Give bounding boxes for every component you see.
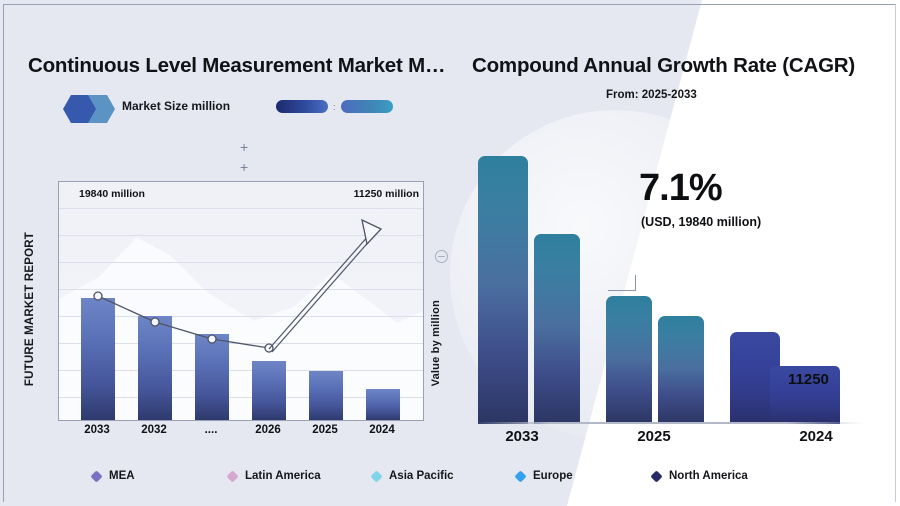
pill-swatch-secondary [340, 100, 393, 113]
cagr-value: 7.1% [639, 167, 723, 209]
right-chart-x-axis: 2033 2025 2024 [462, 428, 874, 450]
bar-2026[interactable] [252, 361, 286, 420]
legend-diamond-icon [226, 469, 239, 483]
right-chart-baseline [472, 422, 864, 424]
legend: MEA Latin America Asia Pacific Europe No… [0, 462, 900, 490]
r-x-tick-2024: 2024 [799, 428, 833, 445]
legend-item-mea[interactable]: MEA [90, 469, 135, 483]
rbar-data-label: 11250 [788, 371, 829, 388]
rbar-2025-forecast[interactable] [606, 296, 652, 424]
x-tick-2033: 2033 [84, 424, 110, 436]
gridline [59, 289, 423, 290]
legend-diamond-icon [514, 469, 527, 483]
legend-label: MEA [109, 470, 135, 482]
series-label: Market Size million [122, 99, 231, 113]
right-chart-plot-area [462, 148, 874, 424]
x-tick-2026: 2026 [255, 424, 281, 436]
overlapping-hexagons-logo [62, 92, 118, 126]
legend-diamond-icon [650, 469, 663, 483]
bar-2025[interactable] [309, 371, 343, 420]
pill-separator: : [333, 101, 336, 112]
gridline [59, 208, 423, 209]
plus-icon-2: + [240, 159, 249, 175]
left-chart-secondary-axis-title: Value by million [430, 300, 442, 387]
page-title-left: Continuous Level Measurement Market M… [28, 54, 446, 77]
plus-icon-1: + [240, 139, 249, 155]
legend-label: Asia Pacific [389, 470, 454, 482]
legend-label: North America [669, 470, 748, 482]
cagr-note: (USD, 19840 million) [641, 215, 762, 229]
rbar-2033-forecast[interactable] [478, 156, 528, 424]
x-tick-2024: 2024 [369, 424, 395, 436]
gridline [59, 370, 423, 371]
rbar-2024-base[interactable] [770, 366, 840, 424]
left-chart-annotation-end: 11250 million [353, 188, 419, 200]
bar-2032[interactable] [138, 316, 172, 420]
r-x-tick-2033: 2033 [505, 428, 539, 445]
gridline [59, 397, 423, 398]
trend-line-overlay [93, 218, 383, 353]
legend-label: Latin America [245, 470, 321, 482]
subtitle-date-range: From: 2025-2033 [606, 89, 697, 101]
legend-item-europe[interactable]: Europe [514, 469, 573, 483]
legend-diamond-icon [370, 469, 383, 483]
corner-bracket-mark [608, 275, 636, 291]
gridline [59, 316, 423, 317]
left-chart-x-axis: 2033 2032 .... 2026 2025 2024 [58, 424, 424, 444]
x-tick-mid: .... [204, 424, 218, 436]
legend-item-north-america[interactable]: North America [650, 469, 748, 483]
legend-item-asia-pacific[interactable]: Asia Pacific [370, 469, 454, 483]
gridline [59, 262, 423, 263]
left-chart-plot-area: 19840 million 11250 million [58, 181, 424, 421]
bar-2033[interactable] [81, 298, 115, 420]
legend-item-latin-america[interactable]: Latin America [226, 469, 321, 483]
pill-swatch-group: : [276, 100, 393, 113]
x-tick-2032: 2032 [141, 424, 167, 436]
page-title-right: Compound Annual Growth Rate (CAGR) [472, 54, 856, 77]
circle-minus-icon [435, 250, 448, 263]
left-chart-y-axis-title: FUTURE MARKET REPORT [24, 232, 36, 387]
legend-label: Europe [533, 470, 573, 482]
growth-arrow [268, 218, 383, 353]
bar-mid[interactable] [195, 334, 229, 420]
rbar-2033-base[interactable] [534, 234, 580, 424]
gridline [59, 235, 423, 236]
left-chart-bars [59, 182, 423, 420]
pill-swatch-primary [276, 100, 328, 113]
bar-2024[interactable] [366, 389, 400, 420]
left-chart-annotation-start: 19840 million [79, 188, 145, 200]
x-tick-2025: 2025 [312, 424, 338, 436]
r-x-tick-2025: 2025 [637, 428, 671, 445]
rbar-2025-base[interactable] [658, 316, 704, 424]
legend-diamond-icon [90, 469, 103, 483]
